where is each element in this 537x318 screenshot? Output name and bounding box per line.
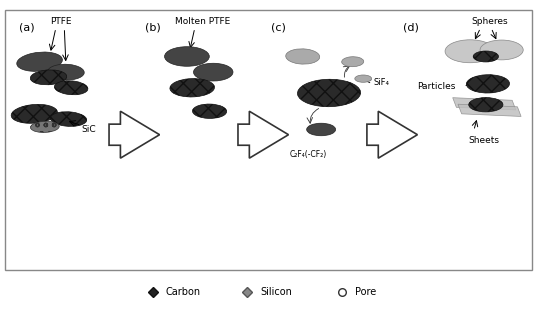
Text: (d): (d): [403, 23, 418, 32]
Ellipse shape: [164, 47, 209, 66]
Ellipse shape: [17, 52, 62, 71]
Text: Carbon: Carbon: [166, 287, 201, 297]
Text: Molten PTFE: Molten PTFE: [175, 17, 230, 26]
Text: SiC: SiC: [82, 125, 96, 134]
Ellipse shape: [297, 79, 360, 107]
Polygon shape: [453, 98, 516, 110]
Ellipse shape: [342, 57, 364, 67]
Text: Silicon: Silicon: [260, 287, 293, 297]
Ellipse shape: [473, 51, 498, 62]
Polygon shape: [238, 111, 288, 158]
Ellipse shape: [50, 112, 86, 126]
Ellipse shape: [480, 40, 523, 60]
Ellipse shape: [48, 64, 84, 80]
Text: (c): (c): [271, 23, 286, 32]
Ellipse shape: [445, 40, 495, 63]
Text: SiF₄: SiF₄: [374, 78, 390, 87]
Polygon shape: [367, 111, 417, 158]
Ellipse shape: [31, 121, 59, 132]
Text: C₂F₄(-CF₂): C₂F₄(-CF₂): [289, 150, 326, 159]
Text: Spheres: Spheres: [471, 17, 508, 26]
Text: Particles: Particles: [417, 82, 455, 91]
Text: Pore: Pore: [355, 287, 376, 297]
Ellipse shape: [11, 104, 57, 123]
Ellipse shape: [192, 104, 227, 118]
Ellipse shape: [469, 98, 503, 112]
Ellipse shape: [307, 123, 336, 136]
Polygon shape: [109, 111, 159, 158]
Ellipse shape: [54, 81, 88, 95]
Ellipse shape: [170, 79, 214, 97]
Text: Sheets: Sheets: [469, 136, 500, 145]
Ellipse shape: [286, 49, 320, 64]
Ellipse shape: [30, 70, 67, 85]
Text: (a): (a): [18, 23, 34, 32]
Polygon shape: [458, 104, 521, 116]
Text: (b): (b): [145, 23, 161, 32]
FancyBboxPatch shape: [5, 10, 532, 270]
Ellipse shape: [355, 75, 372, 82]
Text: PTFE: PTFE: [50, 17, 71, 26]
Ellipse shape: [467, 75, 510, 93]
Ellipse shape: [193, 63, 233, 81]
